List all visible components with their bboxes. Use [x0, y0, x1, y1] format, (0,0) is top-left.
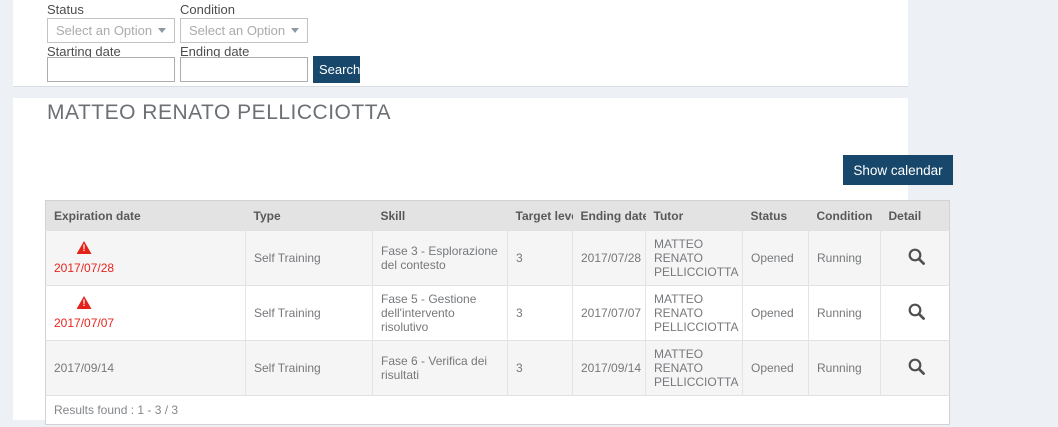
condition-select-placeholder: Select an Option — [189, 23, 286, 38]
results-table: Expiration date Type Skill Target level … — [45, 200, 950, 425]
condition-select[interactable]: Select an Option — [180, 18, 308, 43]
warning-triangle-icon — [76, 296, 92, 309]
starting-date-input[interactable] — [47, 57, 175, 82]
table-footer-row: Results found : 1 - 3 / 3 — [45, 395, 950, 425]
cell-tutor: MATTEO RENATO PELLICCIOTTA — [645, 340, 743, 396]
cell-expiration-date: 2017/07/28 — [45, 230, 246, 286]
ending-date-input[interactable] — [180, 57, 308, 82]
column-header-type: Type — [245, 200, 373, 231]
content-panel: MATTEO RENATO PELLICCIOTTA Show calendar… — [13, 98, 953, 425]
column-header-tutor: Tutor — [645, 200, 743, 231]
cell-skill: Fase 3 - Esplorazione del contesto — [372, 230, 508, 286]
condition-label: Condition — [180, 2, 235, 17]
results-count: Results found : 1 - 3 / 3 — [45, 395, 950, 425]
cell-expiration-date: 2017/07/07 — [45, 285, 246, 341]
cell-condition: Running — [808, 340, 881, 396]
table-row: 2017/07/07 Self Training Fase 5 - Gestio… — [45, 285, 950, 341]
status-label: Status — [47, 2, 84, 17]
cell-target-level: 3 — [507, 285, 573, 341]
column-header-ending-date: Ending date — [572, 200, 646, 231]
expiration-date-value: 2017/07/28 — [54, 261, 115, 275]
cell-condition: Running — [808, 230, 881, 286]
cell-detail — [880, 340, 950, 396]
table-row: 2017/09/14 Self Training Fase 6 - Verifi… — [45, 340, 950, 396]
page-title: MATTEO RENATO PELLICCIOTTA — [47, 101, 391, 124]
column-header-target-level: Target level — [507, 200, 573, 231]
expiration-date-value: 2017/07/07 — [54, 316, 115, 330]
column-header-expiration-date: Expiration date — [45, 200, 246, 231]
cell-type: Self Training — [245, 340, 373, 396]
magnifier-icon[interactable] — [907, 302, 926, 321]
magnifier-icon[interactable] — [907, 357, 926, 376]
ending-date-label: Ending date — [180, 44, 250, 59]
cell-skill: Fase 6 - Verifica dei risultati — [372, 340, 508, 396]
cell-tutor: MATTEO RENATO PELLICCIOTTA — [645, 285, 743, 341]
cell-type: Self Training — [245, 230, 373, 286]
cell-detail — [880, 285, 950, 341]
status-select[interactable]: Select an Option — [47, 18, 175, 43]
column-header-condition: Condition — [808, 200, 881, 231]
starting-date-label: Starting date — [47, 44, 121, 59]
cell-condition: Running — [808, 285, 881, 341]
cell-skill: Fase 5 - Gestione dell'intervento risolu… — [372, 285, 508, 341]
table-body: 2017/07/28 Self Training Fase 3 - Esplor… — [45, 230, 950, 396]
column-header-skill: Skill — [372, 200, 508, 231]
caret-down-icon — [158, 28, 166, 33]
cell-expiration-date: 2017/09/14 — [45, 340, 246, 396]
cell-tutor: MATTEO RENATO PELLICCIOTTA — [645, 230, 743, 286]
cell-ending-date: 2017/07/07 — [572, 285, 646, 341]
show-calendar-button[interactable]: Show calendar — [843, 155, 953, 185]
magnifier-icon[interactable] — [907, 247, 926, 266]
cell-target-level: 3 — [507, 340, 573, 396]
search-button[interactable]: Search — [313, 56, 360, 83]
cell-ending-date: 2017/07/28 — [572, 230, 646, 286]
filter-panel: Status Select an Option Condition Select… — [13, 0, 908, 87]
cell-status: Opened — [742, 340, 809, 396]
cell-status: Opened — [742, 230, 809, 286]
cell-detail — [880, 230, 950, 286]
expiration-date-value: 2017/09/14 — [54, 361, 115, 375]
table-header: Expiration date Type Skill Target level … — [45, 200, 950, 231]
status-select-placeholder: Select an Option — [56, 23, 153, 38]
cell-ending-date: 2017/09/14 — [572, 340, 646, 396]
cell-status: Opened — [742, 285, 809, 341]
column-header-detail: Detail — [880, 200, 950, 231]
warning-triangle-icon — [76, 241, 92, 254]
caret-down-icon — [291, 28, 299, 33]
table-row: 2017/07/28 Self Training Fase 3 - Esplor… — [45, 230, 950, 286]
cell-target-level: 3 — [507, 230, 573, 286]
column-header-status: Status — [742, 200, 809, 231]
cell-type: Self Training — [245, 285, 373, 341]
